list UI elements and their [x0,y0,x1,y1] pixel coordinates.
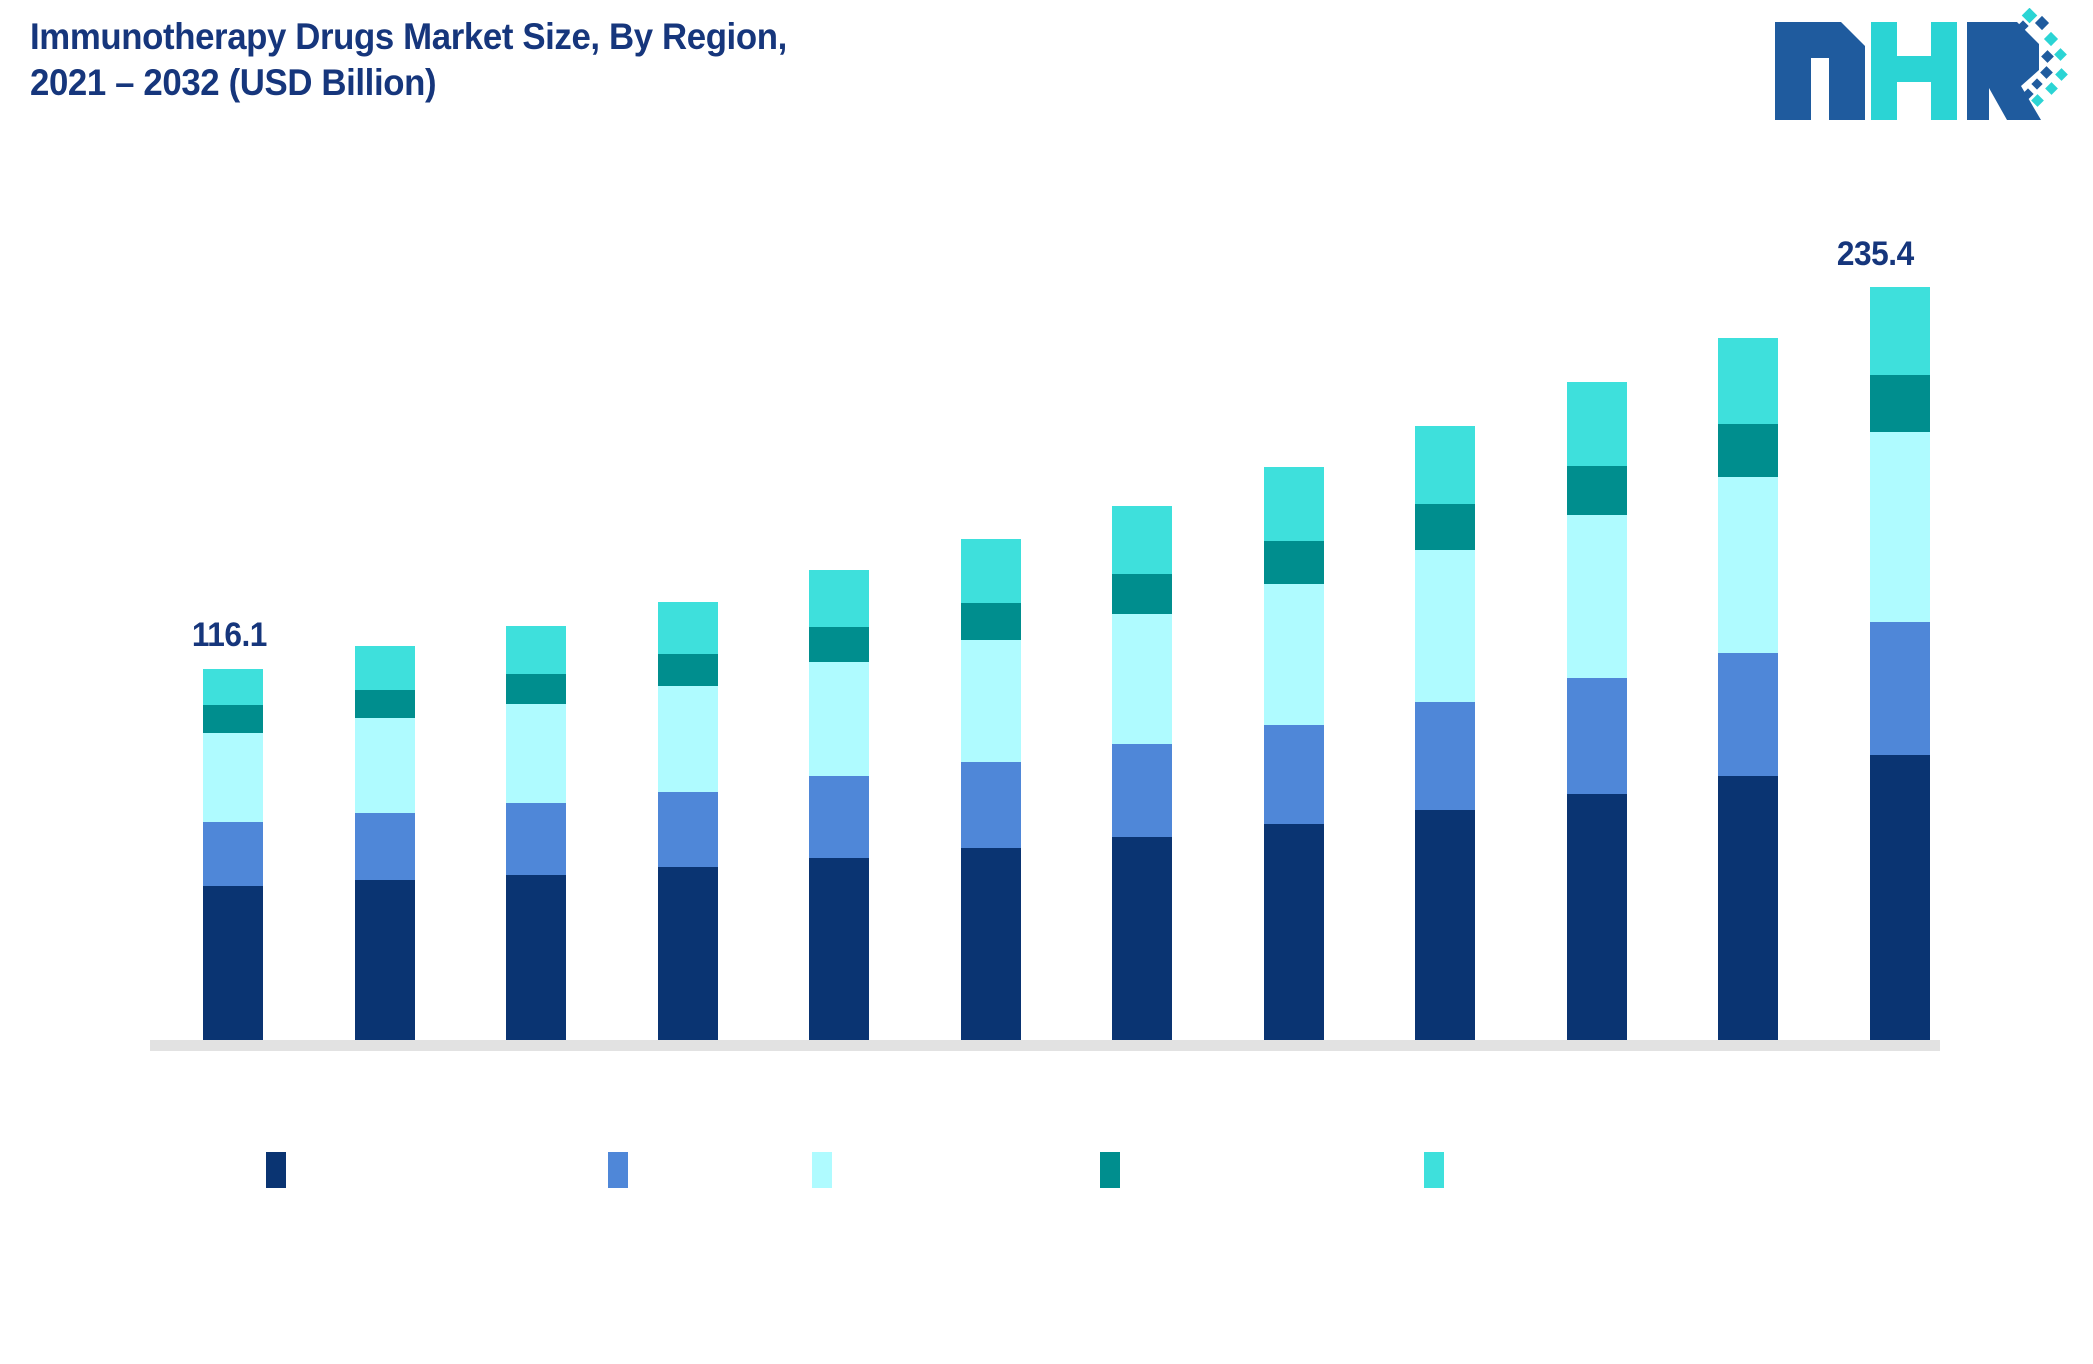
legend-swatch-1 [608,1152,628,1188]
bar-segment-4 [203,668,263,706]
bar-segment-0 [657,867,718,1040]
x-axis-baseline [150,1040,1940,1051]
bar-segment-3 [354,689,415,719]
bar-segment-4 [506,625,566,674]
bar-segment-3 [506,673,566,705]
bar-segment-1 [657,792,718,868]
bar-segment-2 [960,640,1021,762]
bar-segment-1 [809,776,869,858]
bar-segment-1 [960,761,1021,848]
chart-plot-area: 116.1 235.4 [150,234,1940,1051]
bar-segment-3 [1415,504,1475,551]
bar-segment-3 [1263,540,1324,585]
bar-segment-2 [1415,550,1475,703]
bar-segment-1 [354,812,415,880]
bar-segment-1 [1566,678,1627,794]
bar-segment-2 [1566,515,1627,679]
bar-segment-4 [809,569,869,628]
legend-swatch-0 [266,1152,286,1188]
bar-2021[interactable] [203,668,263,1040]
bar-2031[interactable] [1718,337,1778,1040]
bar-2028[interactable] [1263,467,1324,1040]
bar-segment-4 [960,539,1021,604]
legend-swatch-3 [1100,1152,1120,1188]
bar-segment-4 [1566,382,1627,466]
bar-segment-0 [1718,776,1778,1040]
legend-item-4[interactable] [1424,1152,1454,1188]
page-title: Immunotherapy Drugs Market Size, By Regi… [30,16,787,103]
bar-segment-3 [809,627,869,663]
bar-segment-0 [1112,836,1172,1040]
chart-legend [0,1152,2093,1212]
bar-segment-0 [1566,793,1627,1040]
bar-segment-4 [1112,505,1172,575]
bar-segment-4 [354,646,415,690]
bar-segment-2 [657,686,718,793]
bar-segment-2 [809,662,869,777]
bar-segment-4 [1718,337,1778,425]
bar-2022[interactable] [354,646,415,1040]
bar-2025[interactable] [809,569,869,1040]
bar-segment-4 [1869,286,1930,375]
bar-segment-1 [1263,724,1324,824]
bar-segment-4 [657,601,718,655]
bar-segment-1 [506,803,566,876]
bar-segment-0 [1869,755,1930,1040]
bar-segment-1 [1415,702,1475,810]
bar-2027[interactable] [1112,505,1172,1040]
bar-2032[interactable] [1869,286,1930,1040]
bar-segment-3 [1869,374,1930,433]
bar-2024[interactable] [657,601,718,1040]
bar-segment-2 [1869,432,1930,623]
value-label-2021: 116.1 [191,616,268,655]
legend-item-0[interactable] [266,1152,296,1188]
bar-segment-0 [506,875,566,1040]
bar-segment-0 [960,848,1021,1040]
bar-segment-1 [1718,652,1778,776]
bar-segment-3 [1112,574,1172,615]
bar-segment-0 [1415,809,1475,1040]
bar-segment-0 [809,857,869,1040]
bar-segment-3 [657,654,718,687]
legend-item-1[interactable] [608,1152,638,1188]
bar-2023[interactable] [506,625,566,1040]
bar-segment-1 [1869,622,1930,756]
bar-segment-3 [1718,424,1778,477]
bar-segment-3 [960,603,1021,641]
bar-segment-2 [1718,476,1778,653]
value-label-2032: 235.4 [1836,234,1914,273]
bar-segment-2 [203,732,263,823]
bar-segment-2 [506,704,566,804]
legend-swatch-2 [812,1152,832,1188]
bar-segment-0 [1263,824,1324,1040]
legend-swatch-4 [1424,1152,1444,1188]
bar-2026[interactable] [960,539,1021,1040]
bar-segment-2 [1263,584,1324,725]
bar-segment-2 [1112,614,1172,745]
bar-segment-3 [203,705,263,733]
bar-segment-1 [1112,744,1172,837]
legend-item-2[interactable] [812,1152,842,1188]
bar-segment-3 [1566,465,1627,516]
dhr-logo [1771,8,2071,148]
bar-2030[interactable] [1566,382,1627,1040]
legend-item-3[interactable] [1100,1152,1130,1188]
bar-segment-4 [1415,425,1475,505]
bar-segment-2 [354,718,415,813]
bar-segment-0 [354,880,415,1040]
bar-segment-1 [203,822,263,887]
bar-segment-0 [203,886,263,1040]
dhr-logo-icon [1775,8,2068,120]
bar-segment-4 [1263,467,1324,541]
bar-2029[interactable] [1415,425,1475,1040]
